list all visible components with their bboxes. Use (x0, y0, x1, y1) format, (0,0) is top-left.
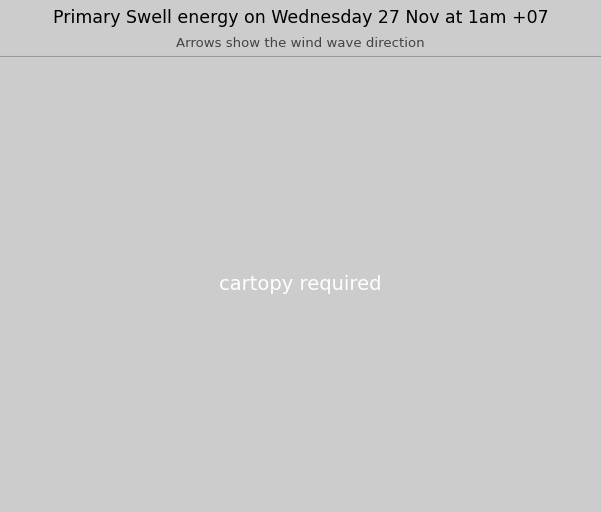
Text: Arrows show the wind wave direction: Arrows show the wind wave direction (176, 36, 425, 50)
Text: Primary Swell energy on Wednesday 27 Nov at 1am +07: Primary Swell energy on Wednesday 27 Nov… (53, 9, 548, 27)
Text: cartopy required: cartopy required (219, 275, 382, 294)
